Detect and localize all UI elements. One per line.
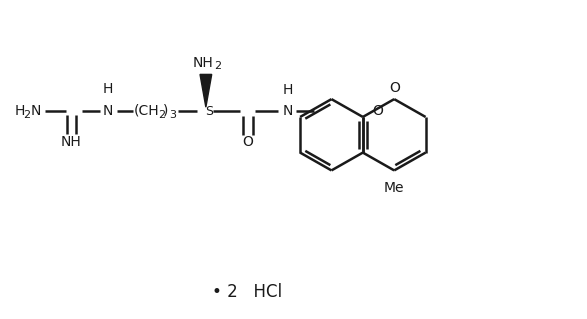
Text: N: N (103, 104, 113, 118)
Text: (CH: (CH (134, 104, 160, 118)
Text: • 2   HCl: • 2 HCl (212, 283, 282, 301)
Text: O: O (372, 104, 383, 118)
Text: NH: NH (61, 135, 82, 149)
Text: N: N (31, 104, 41, 118)
Text: O: O (242, 135, 254, 149)
Text: ): ) (163, 104, 168, 118)
Text: 2: 2 (214, 61, 221, 71)
Text: 2: 2 (158, 110, 165, 120)
Text: H: H (103, 82, 113, 96)
Text: N: N (282, 104, 293, 118)
Text: 3: 3 (170, 110, 177, 120)
Text: H: H (282, 83, 293, 97)
Text: O: O (389, 81, 400, 95)
Text: 2: 2 (23, 110, 31, 120)
Text: S: S (205, 105, 213, 118)
Text: H: H (14, 104, 25, 118)
Text: NH: NH (193, 56, 213, 70)
Text: Me: Me (384, 181, 404, 195)
Polygon shape (200, 74, 212, 107)
